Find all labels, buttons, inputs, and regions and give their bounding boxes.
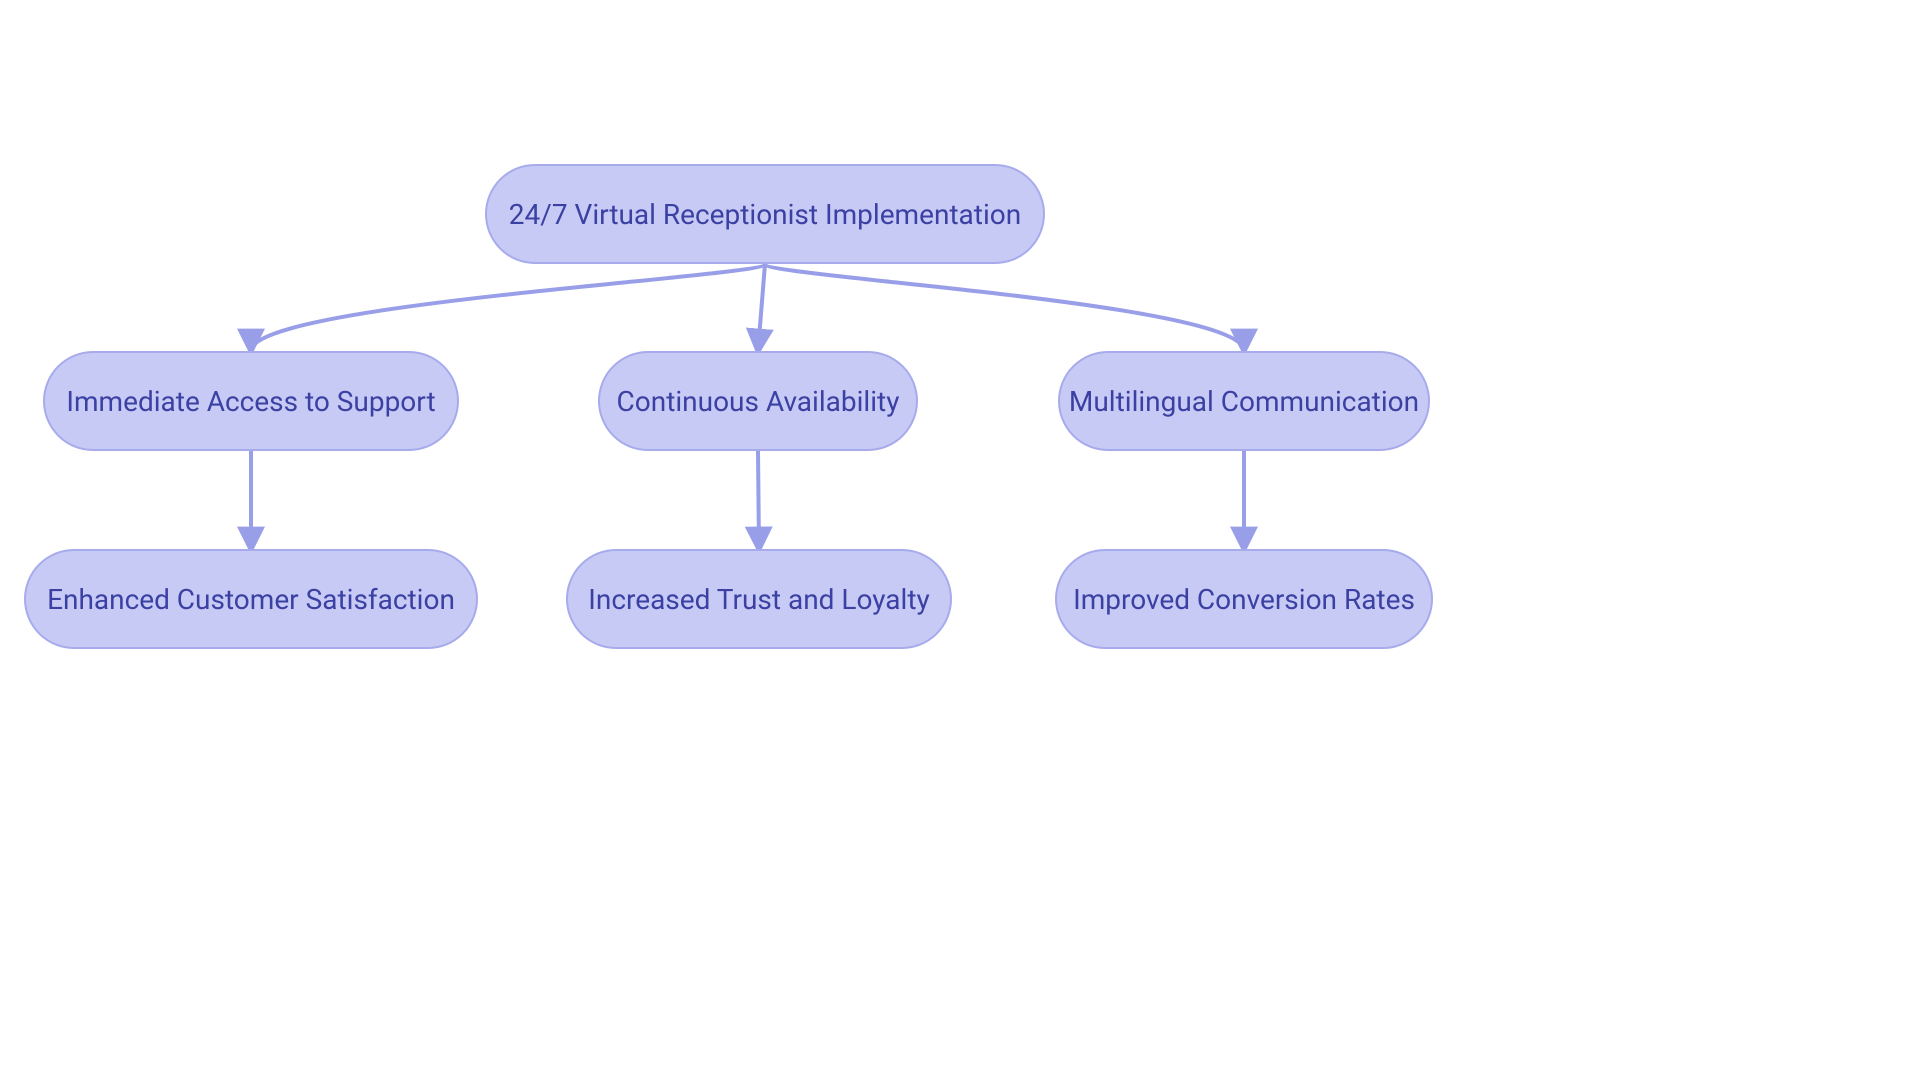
node-label: Continuous Availability bbox=[617, 385, 900, 418]
node-mid-c: Continuous Availability bbox=[598, 351, 918, 451]
node-label: Immediate Access to Support bbox=[66, 385, 435, 418]
node-label: 24/7 Virtual Receptionist Implementation bbox=[509, 198, 1021, 231]
edge-mid-c-to-leaf-c bbox=[758, 451, 759, 549]
node-leaf-r: Improved Conversion Rates bbox=[1055, 549, 1433, 649]
edge-root-to-mid-l bbox=[251, 264, 765, 351]
node-mid-l: Immediate Access to Support bbox=[43, 351, 459, 451]
node-label: Increased Trust and Loyalty bbox=[588, 583, 929, 616]
flowchart-edges bbox=[0, 0, 1920, 1083]
node-label: Enhanced Customer Satisfaction bbox=[47, 583, 455, 616]
node-root: 24/7 Virtual Receptionist Implementation bbox=[485, 164, 1045, 264]
edge-root-to-mid-c bbox=[758, 264, 765, 351]
edge-root-to-mid-r bbox=[765, 264, 1244, 351]
node-leaf-c: Increased Trust and Loyalty bbox=[566, 549, 952, 649]
node-mid-r: Multilingual Communication bbox=[1058, 351, 1430, 451]
node-label: Multilingual Communication bbox=[1069, 385, 1419, 418]
node-leaf-l: Enhanced Customer Satisfaction bbox=[24, 549, 478, 649]
node-label: Improved Conversion Rates bbox=[1073, 583, 1415, 616]
